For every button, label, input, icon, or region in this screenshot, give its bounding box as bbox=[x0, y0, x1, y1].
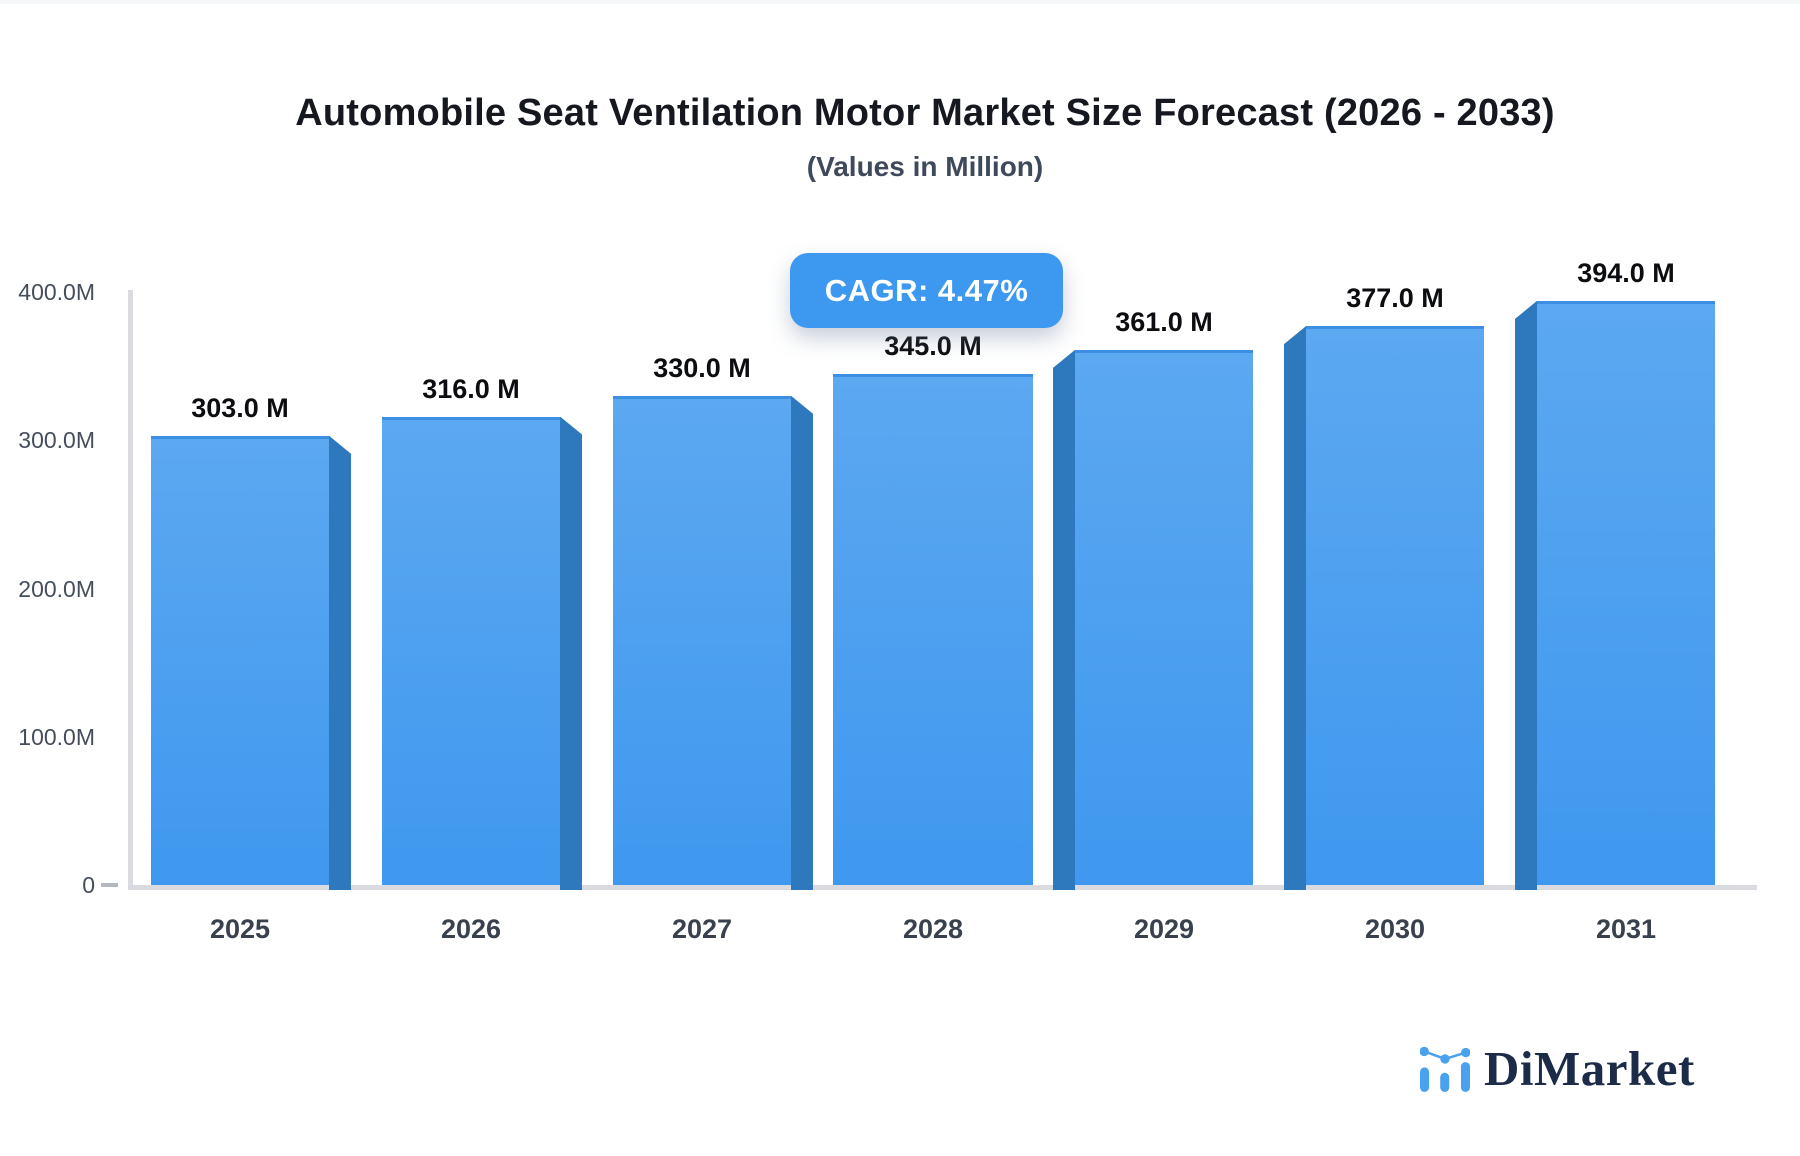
bar-side-panel-2026 bbox=[560, 416, 582, 890]
x-axis-label-2028: 2028 bbox=[902, 914, 964, 944]
bar-value-label-2028: 345.0 M bbox=[884, 330, 982, 361]
bar-side-panel-2029 bbox=[1053, 349, 1075, 890]
x-axis-baseline bbox=[128, 885, 1757, 890]
y-tick-zero-dash bbox=[101, 883, 118, 887]
bar-side-panel-2027 bbox=[791, 395, 813, 890]
bar-2031[interactable] bbox=[1537, 300, 1715, 885]
bar-2026[interactable] bbox=[382, 416, 560, 885]
bar-value-label-2027: 330.0 M bbox=[653, 352, 751, 383]
x-axis-label-2027: 2027 bbox=[671, 914, 733, 944]
chart-header: Automobile Seat Ventilation Motor Market… bbox=[50, 92, 1800, 183]
bar-value-label-2030: 377.0 M bbox=[1346, 283, 1444, 314]
y-tick-label-300.0M: 300.0M bbox=[18, 427, 95, 454]
y-tick-label-400.0M: 400.0M bbox=[18, 279, 95, 305]
chart-title: Automobile Seat Ventilation Motor Market… bbox=[295, 92, 1555, 134]
chart-subtitle: (Values in Million) bbox=[806, 151, 1044, 182]
bar-2029[interactable] bbox=[1075, 349, 1253, 885]
bar-value-label-2026: 316.0 M bbox=[422, 373, 520, 404]
x-axis-label-2030: 2030 bbox=[1364, 914, 1426, 944]
y-axis-line bbox=[128, 290, 133, 890]
bar-2027[interactable] bbox=[613, 395, 791, 885]
bar-2028[interactable] bbox=[833, 373, 1033, 885]
bar-value-label-2025: 303.0 M bbox=[191, 392, 289, 423]
x-axis-label-2029: 2029 bbox=[1133, 914, 1195, 944]
x-axis-label-2031: 2031 bbox=[1595, 914, 1657, 944]
bar-side-panel-2025 bbox=[329, 435, 351, 890]
cagr-badge: CAGR: 4.47% bbox=[790, 253, 1063, 328]
x-axis-label-2025: 2025 bbox=[209, 914, 271, 944]
bar-side-panel-2031 bbox=[1515, 300, 1537, 890]
x-axis-label-2026: 2026 bbox=[440, 914, 502, 944]
bar-value-label-2031: 394.0 M bbox=[1577, 257, 1675, 288]
bar-side-panel-2030 bbox=[1284, 326, 1306, 890]
bar-value-label-2029: 361.0 M bbox=[1115, 306, 1213, 337]
bar-2030[interactable] bbox=[1306, 326, 1484, 885]
y-tick-label-100.0M: 100.0M bbox=[18, 723, 95, 750]
y-tick-label-200.0M: 200.0M bbox=[18, 575, 95, 602]
brand-logo-text: DiMarket bbox=[1484, 1041, 1695, 1096]
y-tick-label-0: 0 bbox=[82, 872, 95, 898]
brand-logo-icon bbox=[1420, 1046, 1470, 1092]
bar-2025[interactable] bbox=[151, 435, 329, 885]
page-top-strip bbox=[0, 0, 1800, 4]
brand-logo: DiMarket bbox=[1420, 1040, 1695, 1097]
